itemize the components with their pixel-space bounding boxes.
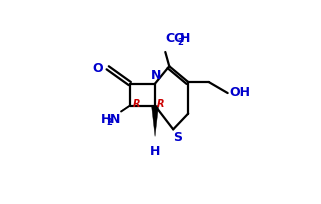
Text: N: N — [151, 69, 161, 82]
Text: R: R — [133, 98, 141, 108]
Text: CO: CO — [165, 32, 185, 45]
Text: S: S — [173, 130, 182, 143]
Polygon shape — [152, 106, 159, 137]
Text: OH: OH — [229, 85, 250, 99]
Text: R: R — [157, 98, 164, 108]
Text: N: N — [109, 112, 120, 125]
Text: H: H — [150, 144, 160, 157]
Text: 2: 2 — [107, 117, 112, 126]
Text: H: H — [101, 112, 112, 125]
Text: H: H — [180, 32, 191, 45]
Text: 2: 2 — [177, 38, 183, 47]
Text: O: O — [92, 61, 103, 74]
